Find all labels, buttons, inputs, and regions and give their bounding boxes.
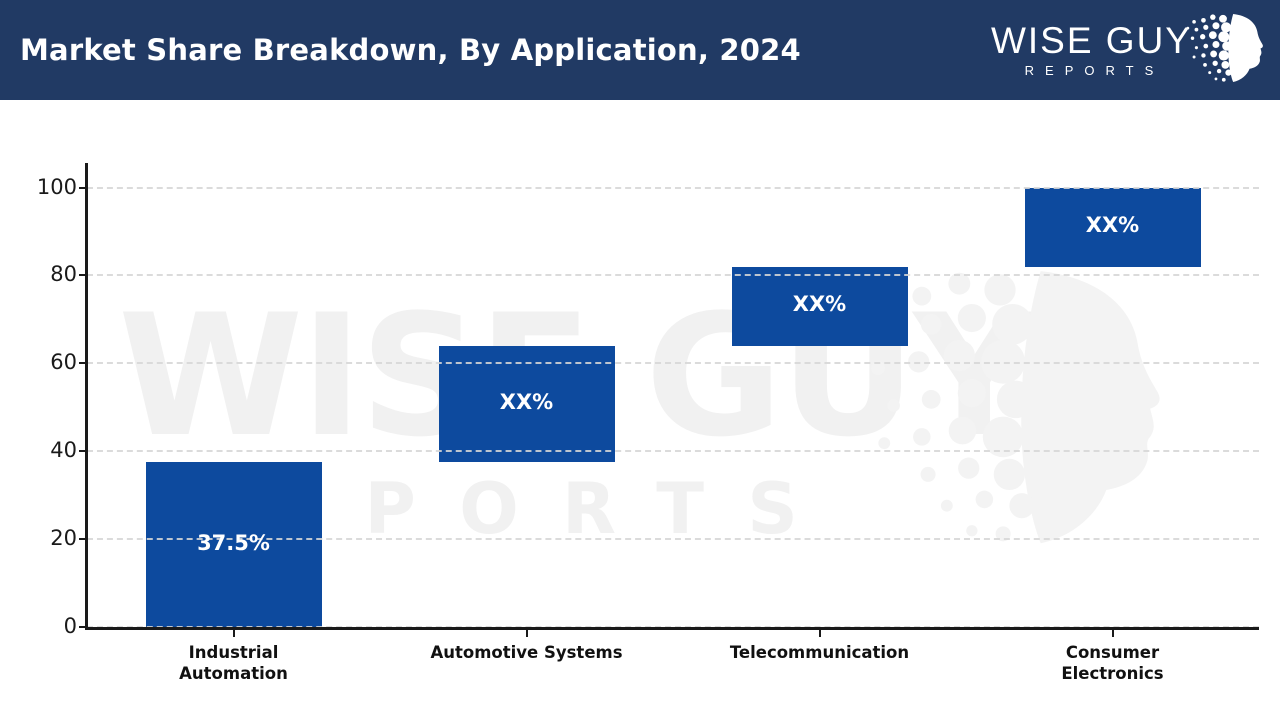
category-label-line: Automation [179, 664, 288, 684]
brand-logo: WISE GUY REPORTS [991, 4, 1266, 96]
bar-value-label: XX% [1085, 213, 1140, 238]
category-label: Automotive Systems [387, 642, 667, 663]
chart-area: WISE GUY REPORTS 0 20 40 60 80 100 37.5% Indust… [0, 100, 1280, 720]
bar-value-label: XX% [792, 292, 847, 317]
gridline-20 [87, 538, 1259, 541]
category-label-line: Industrial [188, 643, 279, 662]
category-label-line: Consumer [1065, 643, 1160, 662]
gridline-40 [87, 450, 1259, 453]
y-axis-tick [79, 450, 87, 453]
x-axis-line [85, 627, 1259, 630]
category-label-line: Automotive Systems [430, 643, 623, 662]
y-axis-line [85, 163, 88, 629]
gridline-100 [87, 186, 1259, 189]
x-axis-tick [232, 629, 235, 637]
brand-subtitle: REPORTS [1024, 63, 1165, 79]
brand-face-icon [1180, 8, 1266, 92]
category-label-line: Electronics [1061, 664, 1164, 684]
page-title: Market Share Breakdown, By Application, … [20, 33, 801, 67]
header: Market Share Breakdown, By Application, … [0, 0, 1280, 100]
bar-value-label: 37.5% [197, 530, 270, 555]
category-label: Industrial Automation [94, 642, 374, 685]
bar-value-label: XX% [499, 389, 554, 414]
x-axis-tick [525, 629, 528, 637]
y-axis-tick [79, 362, 87, 365]
y-axis-tick [79, 274, 87, 277]
x-axis-tick [818, 629, 821, 637]
bar-segment [438, 345, 615, 463]
gridline-80 [87, 274, 1259, 277]
y-axis-tick-label: 100 [36, 174, 77, 199]
y-axis-tick [79, 186, 87, 189]
bar-segment [1024, 187, 1201, 267]
brand-name: WISE GUY [990, 19, 1192, 61]
brand-text: WISE GUY REPORTS [990, 19, 1192, 79]
gridline-60 [87, 362, 1259, 365]
x-axis-tick [1111, 629, 1114, 637]
y-axis-tick [79, 626, 87, 628]
y-axis-tick-label: 60 [50, 350, 77, 375]
category-label-line: Telecommunication [729, 643, 910, 662]
category-label: Consumer Electronics [973, 642, 1253, 685]
y-axis-tick-label: 20 [50, 526, 77, 551]
y-axis-tick [79, 538, 87, 541]
y-axis-tick-label: 40 [50, 438, 77, 463]
bar-segment [145, 462, 322, 627]
category-label: Telecommunication [680, 642, 960, 663]
y-axis-tick-label: 0 [63, 614, 77, 638]
y-axis-tick-label: 80 [50, 262, 77, 287]
